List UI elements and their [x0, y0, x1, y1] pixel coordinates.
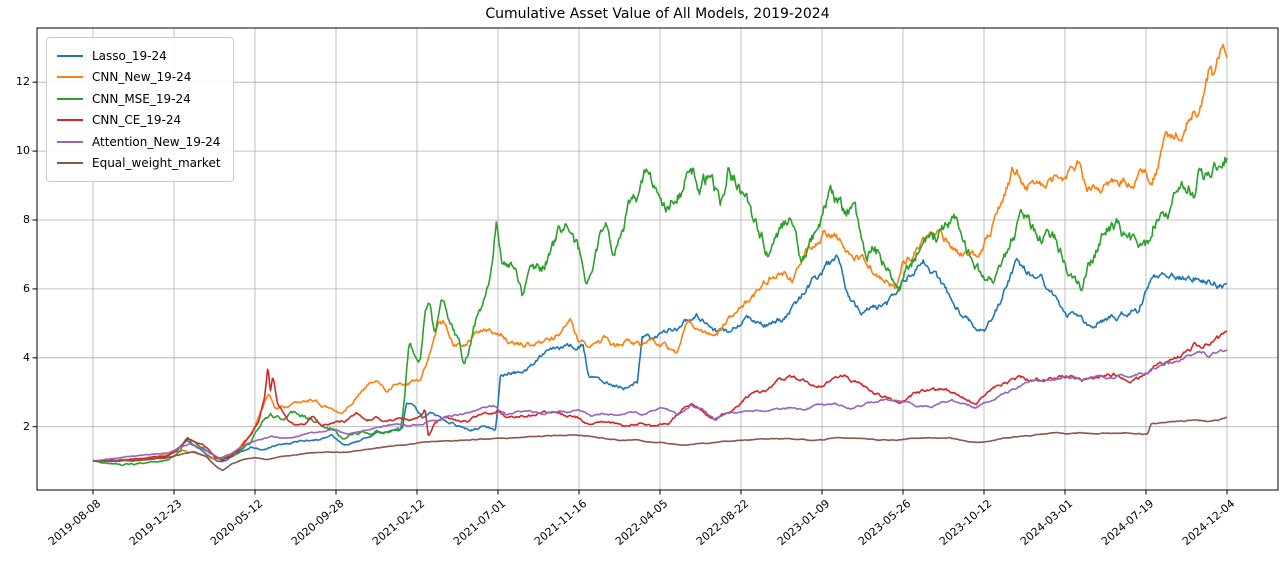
- y-tick-label-6: 6: [23, 281, 30, 295]
- series-line-CNN_CE_19-24: [92, 330, 1228, 463]
- legend-item-CNN_New_19-24: CNN_New_19-24: [57, 67, 221, 89]
- y-tick-label-8: 8: [23, 213, 30, 226]
- series-line-CNN_New_19-24: [92, 43, 1228, 463]
- series-line-Lasso_19-24: [92, 254, 1228, 463]
- legend-item-Attention_New_19-24: Attention_New_19-24: [57, 131, 221, 153]
- legend-item-CNN_CE_19-24: CNN_CE_19-24: [57, 110, 221, 132]
- legend-label: Equal_weight_market: [92, 156, 221, 171]
- chart-title: Cumulative Asset Value of All Models, 20…: [485, 6, 830, 22]
- tick-marks: [32, 81, 1228, 495]
- series-lines: [92, 43, 1228, 472]
- y-tick-label-2: 2: [23, 419, 30, 433]
- legend-line-sample: [57, 54, 83, 57]
- series-line-Equal_weight_market: [93, 416, 1227, 472]
- legend-label: CNN_MSE_19-24: [92, 91, 191, 106]
- legend-line-sample: [57, 76, 83, 79]
- legend-label: Attention_New_19-24: [92, 134, 221, 149]
- legend-line-sample: [57, 119, 83, 122]
- axes-spines: [36, 27, 1279, 491]
- legend-item-CNN_MSE_19-24: CNN_MSE_19-24: [57, 88, 221, 110]
- legend-label: CNN_New_19-24: [92, 70, 192, 85]
- series-line-Attention_New_19-24: [92, 349, 1228, 463]
- series-line-CNN_MSE_19-24: [92, 156, 1228, 467]
- legend-box: Lasso_19-24 CNN_New_19-24 CNN_MSE_19-24 CNN…: [46, 37, 234, 182]
- y-tick-label-4: 4: [23, 350, 30, 364]
- legend-line-sample: [57, 97, 83, 100]
- legend-label: CNN_CE_19-24: [92, 113, 182, 128]
- legend-label: Lasso_19-24: [92, 48, 167, 63]
- y-tick-label-12: 12: [16, 75, 30, 89]
- legend-item-Lasso_19-24: Lasso_19-24: [57, 45, 221, 67]
- legend-line-sample: [57, 140, 83, 143]
- legend-item-Equal_weight_market: Equal_weight_market: [57, 153, 221, 175]
- legend-line-sample: [57, 162, 83, 165]
- gridlines: [37, 28, 1278, 490]
- y-tick-label-10: 10: [16, 144, 30, 158]
